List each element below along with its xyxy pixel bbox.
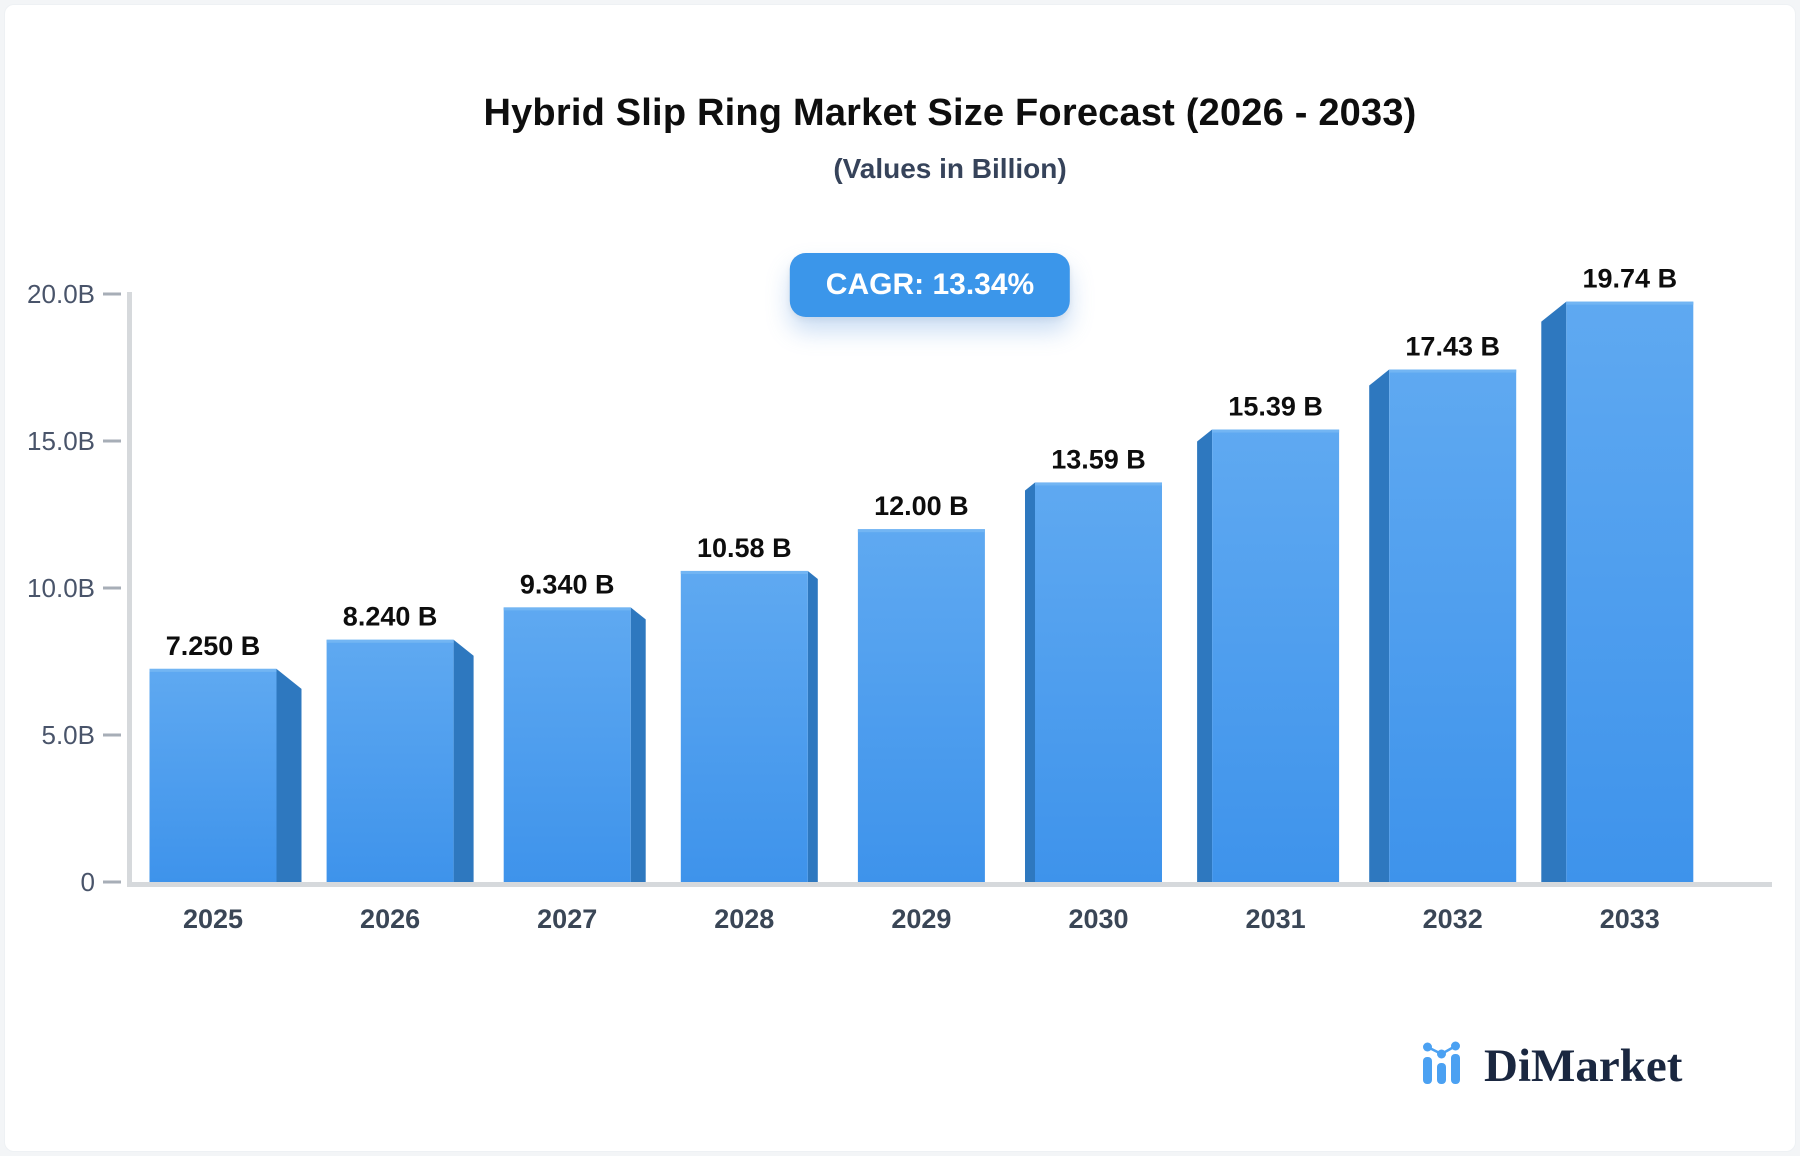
bar-side-face bbox=[1369, 369, 1390, 883]
bar-top-edge bbox=[503, 607, 631, 611]
bar-side-face bbox=[453, 639, 474, 882]
bar-value-label: 7.250 B bbox=[166, 631, 261, 661]
bar-value-label: 13.59 B bbox=[1051, 444, 1146, 474]
bar-2029: 12.00 B 2029 bbox=[857, 491, 985, 934]
bar-2026: 8.240 B 2026 bbox=[326, 602, 474, 934]
logo-bar bbox=[1423, 1057, 1432, 1084]
bar-side-face bbox=[1025, 482, 1035, 882]
bar-front-face bbox=[149, 668, 277, 882]
bar-2025: 7.250 B 2025 bbox=[149, 631, 302, 934]
bar-top-edge bbox=[1212, 429, 1340, 433]
y-tick-label: 5.0B bbox=[42, 720, 96, 750]
bar-2027: 9.340 B 2027 bbox=[503, 569, 646, 934]
year-label: 2032 bbox=[1423, 904, 1483, 934]
bar-side-face bbox=[1197, 429, 1213, 882]
bar-top-edge bbox=[326, 639, 454, 643]
mini-bar-line-chart-icon bbox=[1423, 1041, 1460, 1084]
bar-front-face bbox=[503, 607, 631, 882]
bar-front-face bbox=[326, 639, 454, 882]
bar-top-edge bbox=[1566, 301, 1694, 305]
year-label: 2027 bbox=[537, 904, 597, 934]
cagr-badge: CAGR: 13.34% bbox=[789, 253, 1071, 317]
bar-front-face bbox=[680, 570, 808, 882]
bar-2030: 13.59 B 2030 bbox=[1025, 444, 1162, 934]
dimarket-logo: DiMarket bbox=[1420, 1040, 1682, 1092]
year-label: 2030 bbox=[1068, 904, 1128, 934]
bar-side-face bbox=[276, 668, 302, 882]
bar-front-face bbox=[1212, 429, 1340, 882]
bar-front-face bbox=[1035, 482, 1162, 882]
year-label: 2026 bbox=[360, 904, 420, 934]
y-tick-label: 15.0B bbox=[27, 426, 95, 456]
y-tick-label: 10.0B bbox=[27, 573, 95, 603]
bar-side-face bbox=[807, 570, 818, 882]
bar-value-label: 10.58 B bbox=[697, 533, 792, 563]
bar-value-label: 15.39 B bbox=[1228, 392, 1323, 422]
dimarket-logo-text: DiMarket bbox=[1484, 1039, 1683, 1092]
bar-top-edge bbox=[680, 570, 808, 574]
bar-front-face bbox=[1389, 369, 1517, 883]
bar-2028: 10.58 B 2028 bbox=[680, 533, 818, 934]
logo-dot bbox=[1423, 1042, 1432, 1052]
logo-bar bbox=[1437, 1063, 1446, 1084]
logo-dot bbox=[1437, 1049, 1446, 1059]
bar-top-edge bbox=[857, 529, 985, 533]
year-label: 2028 bbox=[714, 904, 774, 934]
bar-side-face bbox=[630, 607, 646, 882]
bar-value-label: 17.43 B bbox=[1405, 332, 1500, 362]
bar-top-edge bbox=[1389, 369, 1517, 373]
year-label: 2033 bbox=[1600, 904, 1660, 934]
bar-top-edge bbox=[1035, 482, 1162, 486]
bar-front-face bbox=[857, 529, 985, 882]
bar-2033: 19.74 B 2033 bbox=[1541, 264, 1694, 934]
bar-value-label: 12.00 B bbox=[874, 491, 969, 521]
bar-front-face bbox=[1566, 301, 1694, 882]
logo-dot bbox=[1451, 1041, 1460, 1051]
year-label: 2031 bbox=[1246, 904, 1306, 934]
bar-2032: 17.43 B 2032 bbox=[1369, 332, 1517, 934]
year-label: 2029 bbox=[891, 904, 951, 934]
y-tick-label: 0 bbox=[81, 867, 95, 897]
bar-2031: 15.39 B 2031 bbox=[1197, 392, 1340, 934]
bar-value-label: 8.240 B bbox=[343, 602, 438, 632]
year-label: 2025 bbox=[183, 904, 243, 934]
bar-value-label: 19.74 B bbox=[1583, 264, 1678, 294]
y-tick-label: 20.0B bbox=[27, 279, 95, 309]
logo-bar bbox=[1451, 1054, 1460, 1084]
bar-top-edge bbox=[149, 668, 277, 672]
bar-value-label: 9.340 B bbox=[520, 569, 615, 599]
bar-side-face bbox=[1541, 301, 1567, 882]
